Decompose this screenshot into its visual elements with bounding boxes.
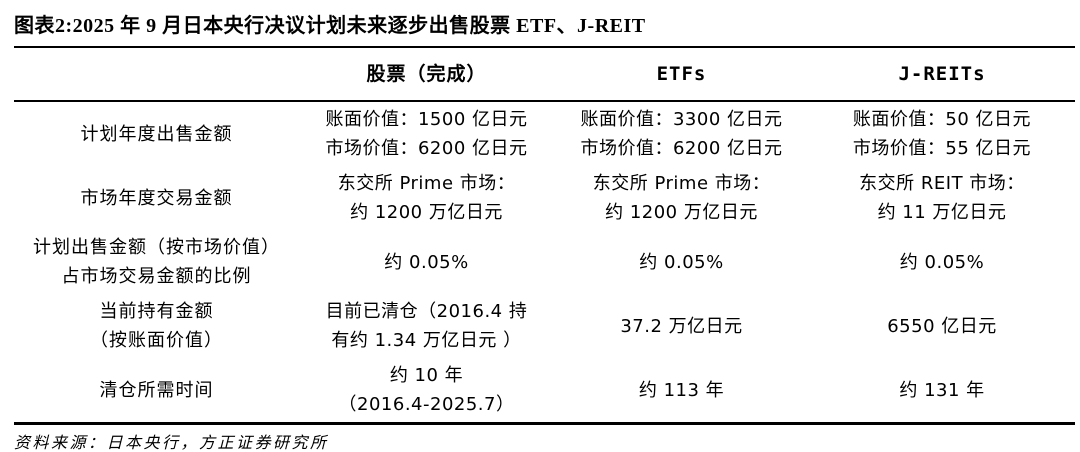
figure-title: 图表2:2025 年 9 月日本央行决议计划未来逐步出售股票 ETF、J-REI…	[14, 15, 646, 37]
row-label: 清仓所需时间	[14, 358, 299, 422]
row-label: 计划出售金额（按市场价值） 占市场交易金额的比例	[14, 230, 299, 294]
cell-stock: 约 10 年 （2016.4-2025.7）	[299, 358, 554, 422]
cell-line: 约 0.05%	[899, 251, 985, 273]
row-label-line: 当前持有金额	[99, 301, 214, 322]
cell-line: 约 11 万亿日元	[877, 202, 1007, 223]
cell-line: 6550 亿日元	[887, 315, 997, 337]
cell-line: 有约 1.34 万亿日元 ）	[331, 330, 522, 351]
row-market-annual-trading: 市场年度交易金额 东交所 Prime 市场： 约 1200 万亿日元 东交所 P…	[14, 166, 1075, 230]
cell-etfs: 东交所 Prime 市场： 约 1200 万亿日元	[554, 166, 809, 230]
cell-line: 东交所 Prime 市场：	[337, 173, 516, 194]
row-label-line: 计划出售金额（按市场价值）	[33, 237, 280, 258]
row-liquidation-time: 清仓所需时间 约 10 年 （2016.4-2025.7） 约 113 年 约 …	[14, 358, 1075, 422]
cell-line: 约 1200 万亿日元	[605, 202, 758, 223]
cell-stock: 东交所 Prime 市场： 约 1200 万亿日元	[299, 166, 554, 230]
row-sale-to-trading-ratio: 计划出售金额（按市场价值） 占市场交易金额的比例 约 0.05% 约 0.05%…	[14, 230, 1075, 294]
cell-jreits: 约 0.05%	[809, 230, 1075, 294]
row-label-line: （按账面价值）	[90, 330, 223, 351]
cell-stock: 账面价值：1500 亿日元 市场价值：6200 亿日元	[299, 102, 554, 166]
cell-line: 市场价值：6200 亿日元	[325, 138, 528, 159]
header-etfs: ETFs	[656, 62, 707, 85]
header-jreits: J-REITs	[898, 62, 986, 85]
row-label: 市场年度交易金额	[14, 166, 299, 230]
header-empty-cell	[14, 48, 299, 100]
cell-jreits: 账面价值：50 亿日元 市场价值：55 亿日元	[809, 102, 1075, 166]
row-label: 当前持有金额 （按账面价值）	[14, 294, 299, 358]
cell-etfs: 账面价值：3300 亿日元 市场价值：6200 亿日元	[554, 102, 809, 166]
cell-jreits: 约 131 年	[809, 358, 1075, 422]
row-label-line: 计划年度出售金额	[80, 123, 233, 145]
cell-line: 市场价值：6200 亿日元	[580, 138, 783, 159]
source-note: 资料来源：日本央行，方正证券研究所	[14, 435, 329, 452]
cell-line: 东交所 REIT 市场：	[859, 173, 1025, 194]
cell-line: 市场价值：55 亿日元	[852, 138, 1032, 159]
cell-line: 账面价值：3300 亿日元	[580, 109, 783, 130]
cell-line: 约 131 年	[899, 379, 985, 401]
cell-line: 37.2 万亿日元	[620, 315, 743, 337]
row-planned-annual-sale: 计划年度出售金额 账面价值：1500 亿日元 市场价值：6200 亿日元 账面价…	[14, 102, 1075, 166]
row-label-line: 占市场交易金额的比例	[61, 266, 252, 287]
cell-line: 目前已清仓（2016.4 持	[325, 301, 528, 322]
cell-line: 约 113 年	[638, 379, 725, 401]
cell-etfs: 约 0.05%	[554, 230, 809, 294]
boj-sale-plan-table: 股票（完成） ETFs J-REITs 计划年度出售金额 账面价值：1500 亿…	[14, 46, 1075, 425]
cell-stock: 约 0.05%	[299, 230, 554, 294]
cell-line: 约 0.05%	[639, 251, 724, 273]
cell-line: 账面价值：1500 亿日元	[325, 109, 528, 130]
cell-line: 东交所 Prime 市场：	[592, 173, 771, 194]
cell-line: 约 0.05%	[384, 251, 469, 273]
cell-line: （2016.4-2025.7）	[338, 394, 515, 415]
cell-line: 账面价值：50 亿日元	[852, 109, 1032, 130]
row-current-holdings: 当前持有金额 （按账面价值） 目前已清仓（2016.4 持 有约 1.34 万亿…	[14, 294, 1075, 358]
cell-line: 约 1200 万亿日元	[350, 202, 503, 223]
cell-etfs: 37.2 万亿日元	[554, 294, 809, 358]
row-label-line: 市场年度交易金额	[80, 187, 233, 209]
cell-etfs: 约 113 年	[554, 358, 809, 422]
cell-line: 约 10 年	[389, 365, 464, 386]
cell-jreits: 6550 亿日元	[809, 294, 1075, 358]
table-header-row: 股票（完成） ETFs J-REITs	[14, 48, 1075, 102]
cell-jreits: 东交所 REIT 市场： 约 11 万亿日元	[809, 166, 1075, 230]
header-stock: 股票（完成）	[366, 63, 487, 85]
row-label: 计划年度出售金额	[14, 102, 299, 166]
cell-stock: 目前已清仓（2016.4 持 有约 1.34 万亿日元 ）	[299, 294, 554, 358]
row-label-line: 清仓所需时间	[99, 379, 214, 401]
